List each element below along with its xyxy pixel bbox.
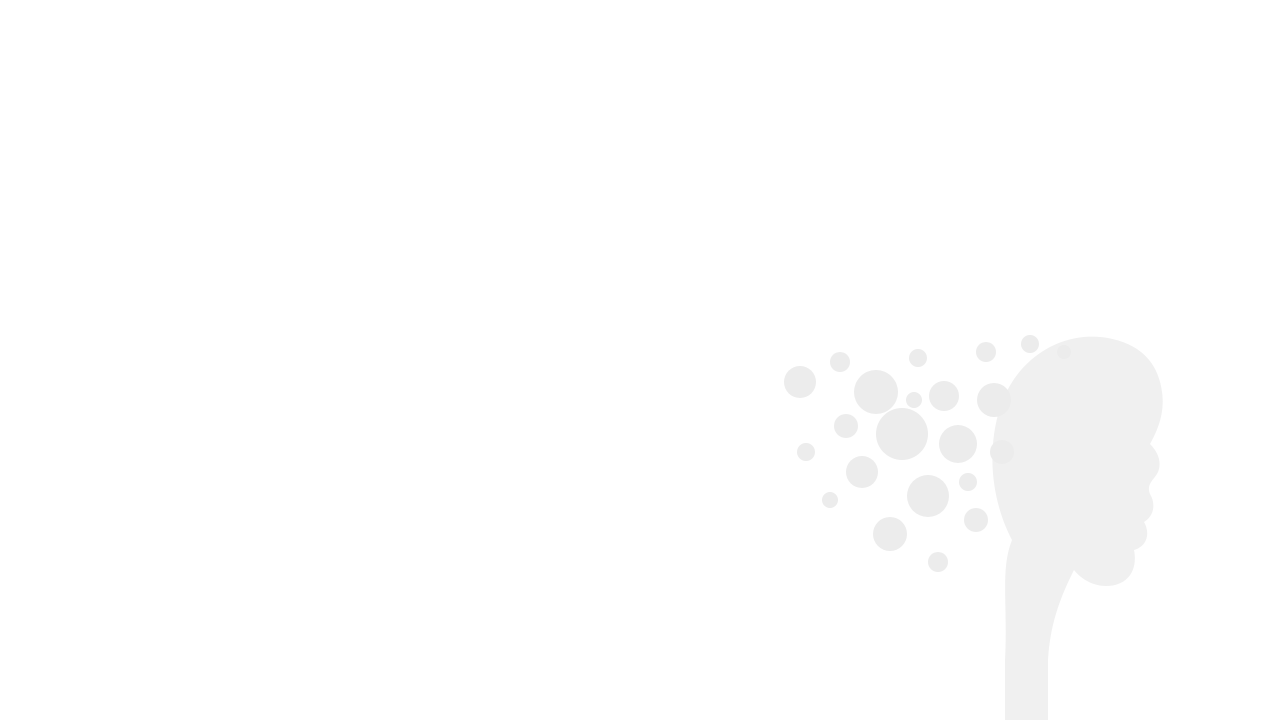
logo-head-icon <box>1199 13 1254 83</box>
chart-columns <box>0 100 1280 720</box>
bubble-chart <box>0 100 1280 720</box>
wiseguy-logo <box>1186 12 1254 88</box>
header <box>0 0 1280 100</box>
